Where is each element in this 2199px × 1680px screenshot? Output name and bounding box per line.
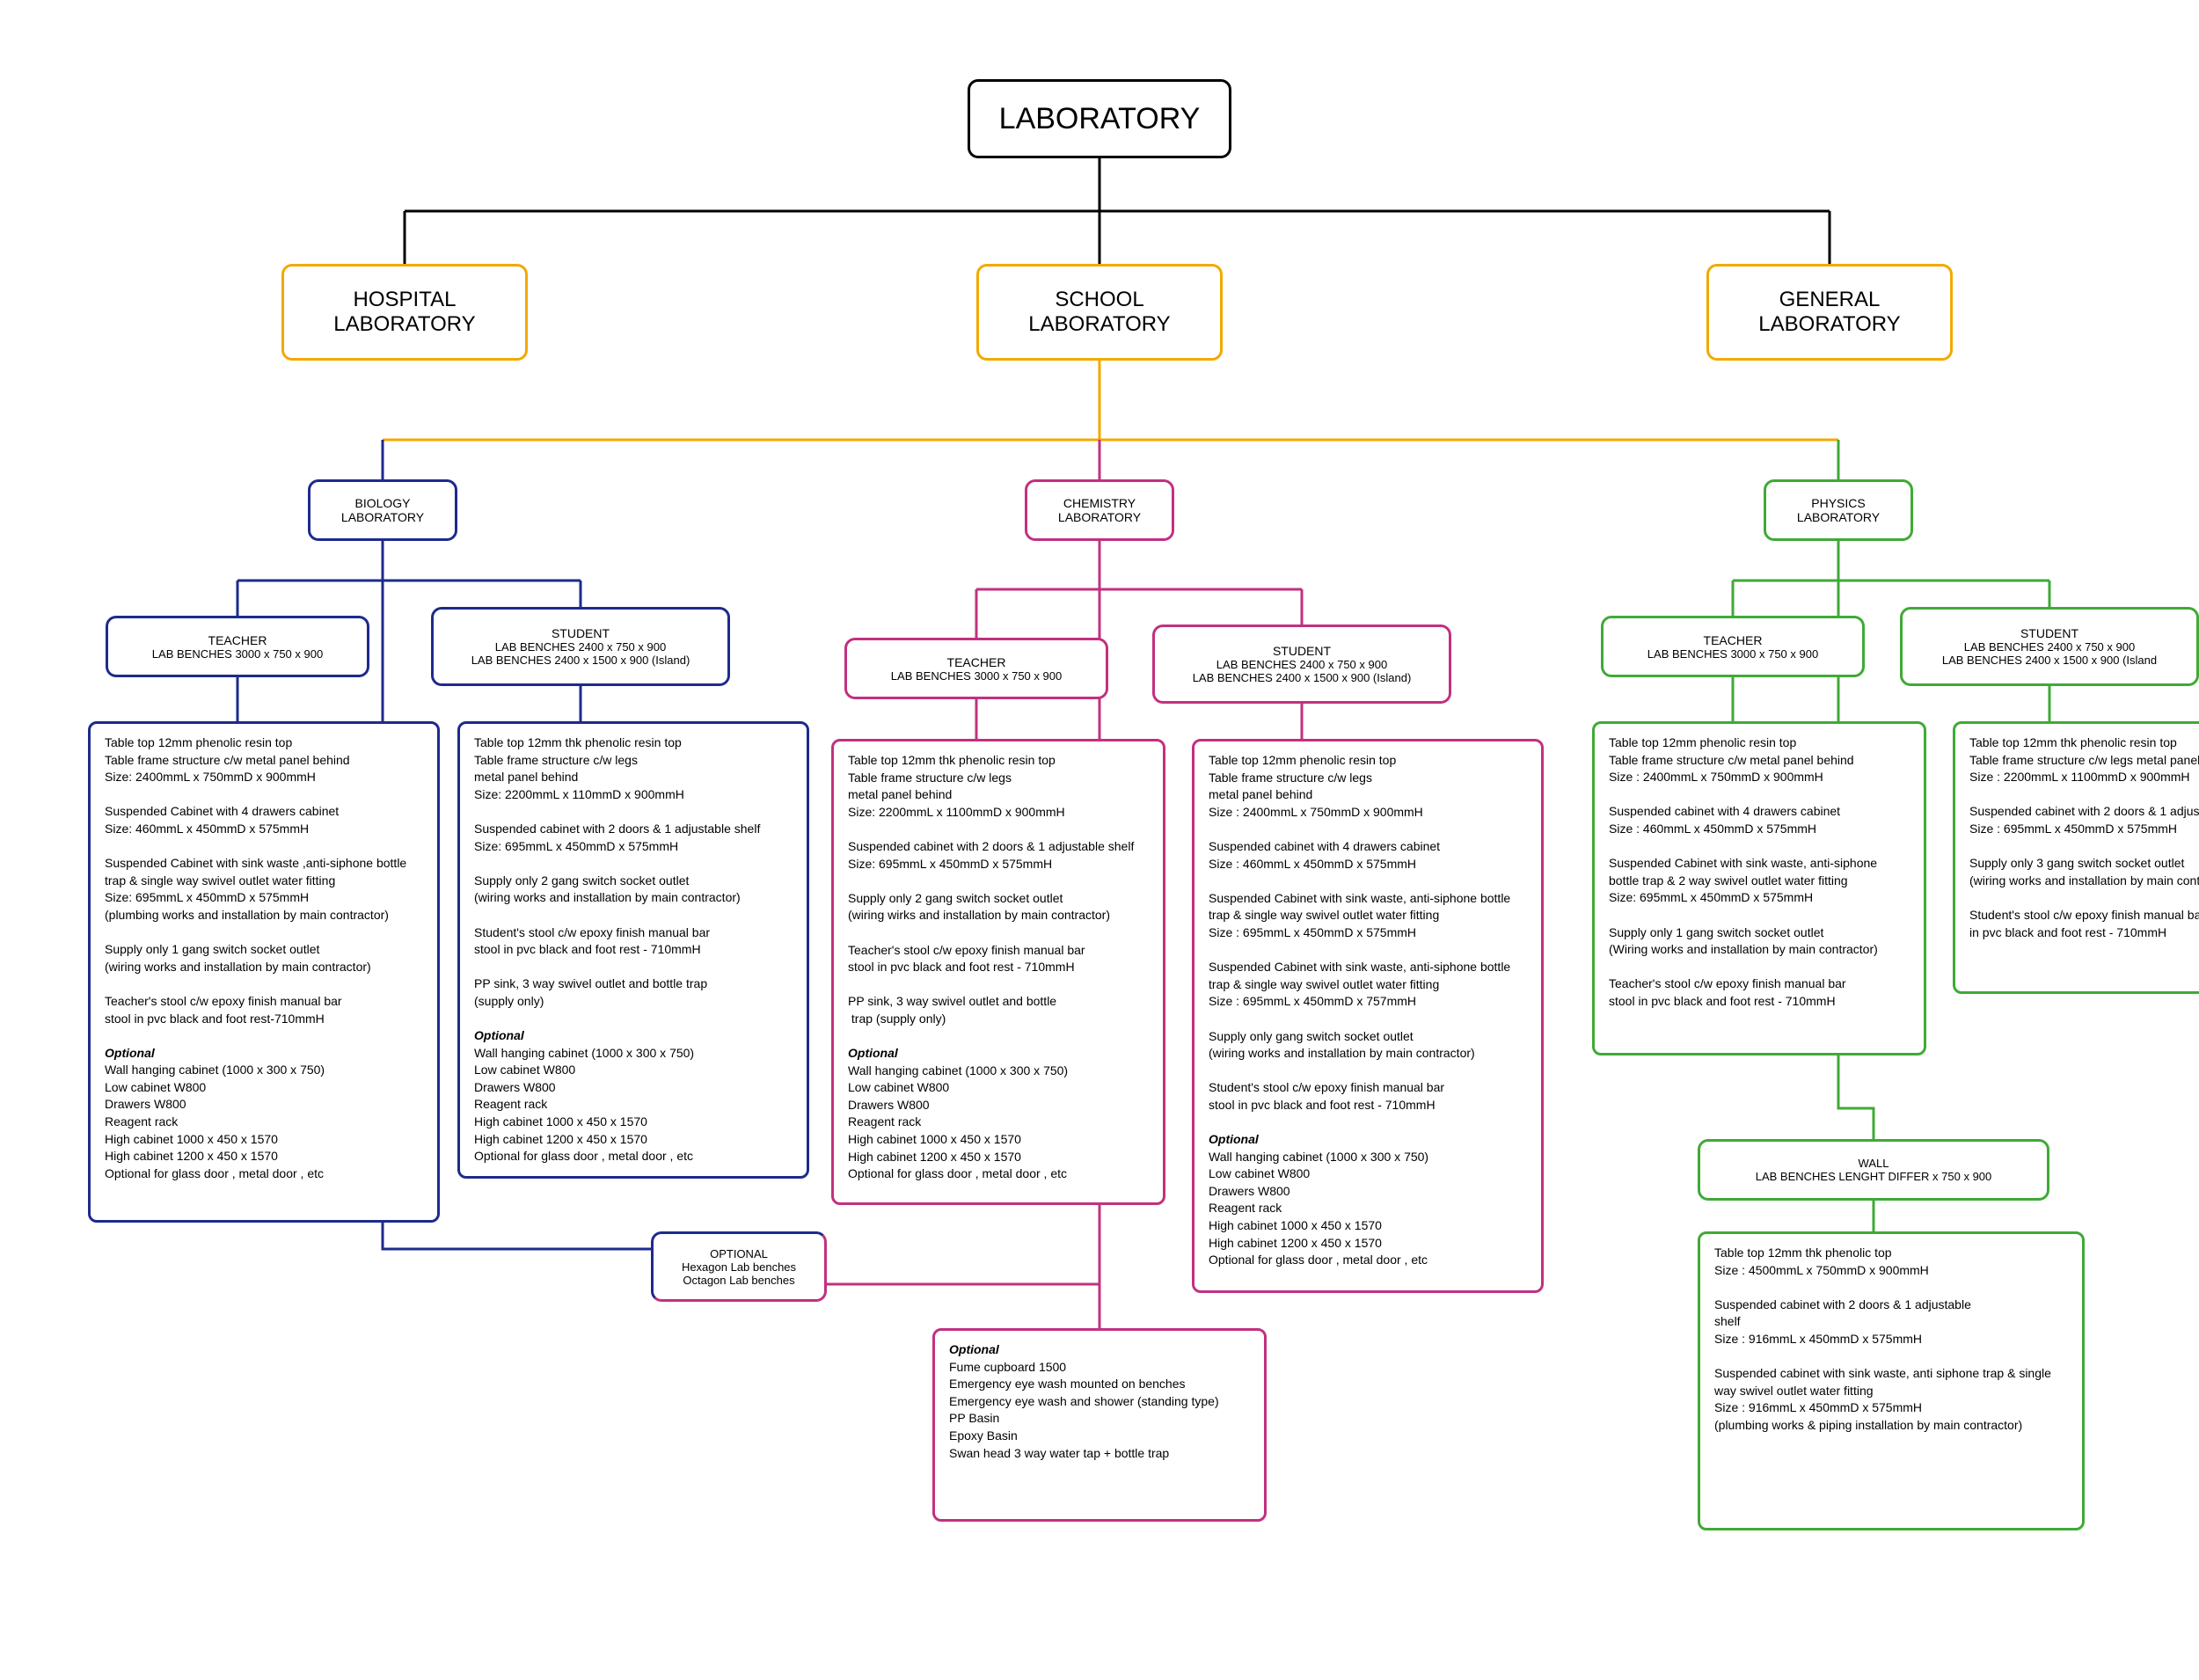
node-label: LAB BENCHES 3000 x 750 x 900 — [1647, 647, 1818, 661]
node-label: LAB BENCHES 2400 x 1500 x 900 (Island) — [1193, 671, 1412, 684]
node-label: STUDENT — [1273, 644, 1331, 658]
node-label: STUDENT — [2020, 626, 2078, 640]
diagram-canvas: LABORATORY HOSPITAL LABORATORY SCHOOL LABO… — [0, 0, 2199, 1680]
wall-header: WALLLAB BENCHES LENGHT DIFFER x 750 x 90… — [1698, 1139, 2049, 1201]
node-label: CHEMISTRY LABORATORY — [1058, 496, 1141, 524]
node-label: TEACHER — [947, 655, 1006, 669]
node-label: STUDENT — [552, 626, 610, 640]
node-label: LAB BENCHES 2400 x 750 x 900 — [1216, 658, 1387, 671]
role-phys-s: STUDENTLAB BENCHES 2400 x 750 x 900LAB B… — [1900, 607, 2199, 686]
role-chem-s: STUDENTLAB BENCHES 2400 x 750 x 900LAB B… — [1152, 625, 1451, 704]
node-label: TEACHER — [1704, 633, 1763, 647]
root-laboratory: LABORATORY — [968, 79, 1231, 158]
node-label: LAB BENCHES 2400 x 1500 x 900 (Island) — [471, 654, 690, 667]
detail-chem_t: Table top 12mm thk phenolic resin topTab… — [831, 739, 1165, 1205]
role-phys-t: TEACHERLAB BENCHES 3000 x 750 x 900 — [1601, 616, 1865, 677]
node-label: SCHOOL LABORATORY — [1028, 288, 1170, 337]
detail-chem_opt: OptionalFume cupboard 1500Emergency eye … — [932, 1328, 1267, 1522]
node-label: LAB BENCHES 2400 x 750 x 900 — [495, 640, 666, 654]
node-label: LAB BENCHES 3000 x 750 x 900 — [891, 669, 1062, 683]
node-label: TEACHER — [208, 633, 267, 647]
category-general: GENERAL LABORATORY — [1706, 264, 1953, 361]
role-bio-t: TEACHERLAB BENCHES 3000 x 750 x 900 — [106, 616, 369, 677]
subject-chem: CHEMISTRY LABORATORY — [1025, 479, 1174, 541]
detail-bio_t: Table top 12mm phenolic resin topTable f… — [88, 721, 440, 1223]
node-label: LAB BENCHES 2400 x 1500 x 900 (Island — [1942, 654, 2157, 667]
node-label: OPTIONAL Hexagon Lab benches Octagon Lab… — [682, 1247, 796, 1287]
node-label: LAB BENCHES LENGHT DIFFER x 750 x 900 — [1756, 1170, 1992, 1183]
detail-chem_s: Table top 12mm phenolic resin topTable f… — [1192, 739, 1544, 1293]
node-label: PHYSICS LABORATORY — [1797, 496, 1880, 524]
subject-phys: PHYSICS LABORATORY — [1764, 479, 1913, 541]
category-hospital: HOSPITAL LABORATORY — [281, 264, 528, 361]
node-label: WALL — [1859, 1157, 1889, 1170]
node-label: BIOLOGY LABORATORY — [341, 496, 424, 524]
role-chem-t: TEACHERLAB BENCHES 3000 x 750 x 900 — [844, 638, 1108, 699]
detail-bio_s: Table top 12mm thk phenolic resin topTab… — [457, 721, 809, 1179]
node-label: LAB BENCHES 2400 x 750 x 900 — [1964, 640, 2135, 654]
node-label: LABORATORY — [999, 102, 1201, 136]
subject-bio: BIOLOGY LABORATORY — [308, 479, 457, 541]
node-label: GENERAL LABORATORY — [1758, 288, 1900, 337]
detail-phys_wall: Table top 12mm thk phenolic topSize : 45… — [1698, 1231, 2085, 1530]
detail-phys_t: Table top 12mm phenolic resin topTable f… — [1592, 721, 1926, 1055]
node-label: HOSPITAL LABORATORY — [333, 288, 475, 337]
detail-phys_s: Table top 12mm thk phenolic resin topTab… — [1953, 721, 2199, 994]
optional-benches: OPTIONAL Hexagon Lab benches Octagon Lab… — [651, 1231, 827, 1302]
category-school: SCHOOL LABORATORY — [976, 264, 1223, 361]
node-label: LAB BENCHES 3000 x 750 x 900 — [152, 647, 323, 661]
role-bio-s: STUDENTLAB BENCHES 2400 x 750 x 900LAB B… — [431, 607, 730, 686]
